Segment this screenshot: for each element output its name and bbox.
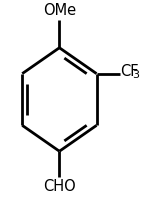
Text: OMe: OMe [43, 3, 76, 18]
Text: 3: 3 [132, 70, 139, 80]
Text: CHO: CHO [43, 179, 76, 194]
Text: CF: CF [120, 64, 139, 79]
